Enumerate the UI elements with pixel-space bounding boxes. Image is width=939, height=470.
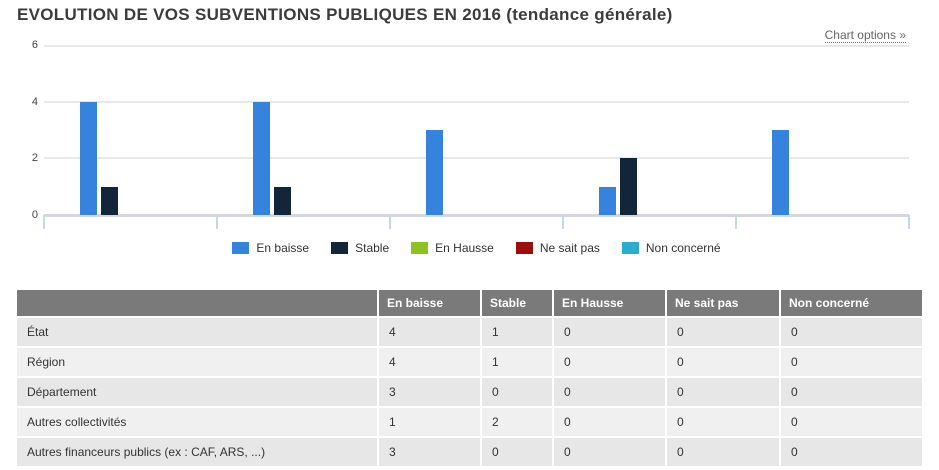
x-axis-tick bbox=[735, 215, 737, 229]
cell-value: 0 bbox=[667, 438, 779, 466]
cell-value: 0 bbox=[667, 378, 779, 406]
bar-en-baisse bbox=[80, 101, 97, 215]
cell-value: 4 bbox=[379, 348, 480, 376]
x-axis-tick bbox=[908, 215, 910, 229]
cell-value: 0 bbox=[554, 408, 665, 436]
cell-value: 3 bbox=[379, 438, 480, 466]
gridline bbox=[44, 157, 909, 160]
legend-swatch bbox=[515, 242, 533, 254]
legend-label: En Hausse bbox=[435, 241, 494, 255]
bar-stable bbox=[101, 186, 118, 215]
cell-value: 0 bbox=[667, 408, 779, 436]
cell-value: 0 bbox=[781, 408, 922, 436]
cell-value: 0 bbox=[482, 378, 552, 406]
gridline bbox=[44, 100, 909, 103]
table-row: Région 4 1 0 0 0 bbox=[17, 348, 922, 376]
cell-value: 0 bbox=[781, 378, 922, 406]
column-header: En baisse bbox=[379, 290, 480, 316]
row-label: Autres collectivités bbox=[17, 408, 377, 436]
table-header: En baisse Stable En Hausse Ne sait pas Non c… bbox=[17, 290, 922, 316]
legend-label: Non concerné bbox=[645, 241, 721, 255]
bar-group bbox=[736, 45, 909, 215]
y-axis-tick-label: 4 bbox=[31, 95, 38, 108]
column-header: Non concerné bbox=[781, 290, 922, 316]
bar-en-baisse bbox=[426, 130, 443, 215]
gridline bbox=[44, 45, 909, 47]
bar-chart bbox=[43, 45, 910, 229]
bar-group bbox=[44, 45, 217, 215]
row-label: Département bbox=[17, 378, 377, 406]
x-axis-tick bbox=[389, 215, 391, 229]
bar-en-baisse bbox=[599, 186, 616, 215]
cell-value: 0 bbox=[667, 348, 779, 376]
x-axis-tick bbox=[216, 215, 218, 229]
chart-options-link[interactable]: Chart options » bbox=[824, 28, 906, 43]
bar-group bbox=[563, 45, 736, 215]
table-row: Autres collectivités 1 2 0 0 0 bbox=[17, 408, 922, 436]
bar-stable bbox=[620, 158, 637, 215]
results-table: En baisse Stable En Hausse Ne sait pas Non c… bbox=[15, 288, 924, 468]
legend-item: En Hausse bbox=[411, 241, 494, 255]
cell-value: 0 bbox=[781, 348, 922, 376]
bar-en-baisse bbox=[772, 130, 789, 215]
row-label: Région bbox=[17, 348, 377, 376]
legend-item: Stable bbox=[331, 241, 389, 255]
legend-label: Stable bbox=[355, 241, 390, 255]
x-axis-tick bbox=[43, 215, 45, 229]
cell-value: 0 bbox=[554, 348, 665, 376]
row-label: Autres financeurs publics (ex : CAF, ARS… bbox=[17, 438, 377, 466]
legend-swatch bbox=[621, 242, 639, 254]
cell-value: 0 bbox=[554, 318, 665, 346]
chart-legend: En baisse Stable En Hausse Ne sait pas Non c… bbox=[44, 241, 909, 255]
cell-value: 0 bbox=[554, 438, 665, 466]
cell-value: 1 bbox=[482, 318, 552, 346]
table-row: Autres financeurs publics (ex : CAF, ARS… bbox=[17, 438, 922, 466]
column-header bbox=[17, 290, 377, 316]
legend-label: Ne sait pas bbox=[539, 241, 600, 255]
legend-swatch bbox=[331, 242, 349, 254]
bar-group bbox=[217, 45, 390, 215]
legend-item: Ne sait pas bbox=[515, 241, 600, 255]
y-axis-tick-label: 0 bbox=[31, 209, 38, 221]
column-header: En Hausse bbox=[554, 290, 665, 316]
cell-value: 0 bbox=[482, 438, 552, 466]
x-axis-tick bbox=[562, 215, 564, 229]
legend-item: Non concerné bbox=[621, 241, 721, 255]
table-row: État 4 1 0 0 0 bbox=[17, 318, 922, 346]
legend-label: En baisse bbox=[256, 241, 310, 255]
cell-value: 0 bbox=[554, 378, 665, 406]
cell-value: 0 bbox=[667, 318, 779, 346]
cell-value: 4 bbox=[379, 318, 480, 346]
cell-value: 0 bbox=[781, 438, 922, 466]
page-title: EVOLUTION DE VOS SUBVENTIONS PUBLIQUES E… bbox=[17, 5, 673, 24]
bar-en-baisse bbox=[253, 101, 270, 215]
row-label: État bbox=[17, 318, 377, 346]
cell-value: 1 bbox=[379, 408, 480, 436]
table-row: Département 3 0 0 0 0 bbox=[17, 378, 922, 406]
cell-value: 3 bbox=[379, 378, 480, 406]
cell-value: 1 bbox=[482, 348, 552, 376]
bar-group bbox=[390, 45, 563, 215]
column-header: Ne sait pas bbox=[667, 290, 779, 316]
column-header: Stable bbox=[482, 290, 552, 316]
bar-stable bbox=[274, 186, 291, 215]
legend-item: En baisse bbox=[232, 241, 309, 255]
x-axis-line bbox=[44, 214, 909, 217]
cell-value: 0 bbox=[781, 318, 922, 346]
bar-groups bbox=[44, 45, 909, 215]
y-axis-tick-label: 2 bbox=[31, 152, 38, 165]
cell-value: 2 bbox=[482, 408, 552, 436]
y-axis-tick-label: 6 bbox=[31, 39, 38, 51]
legend-swatch bbox=[232, 242, 250, 254]
legend-swatch bbox=[411, 242, 429, 254]
